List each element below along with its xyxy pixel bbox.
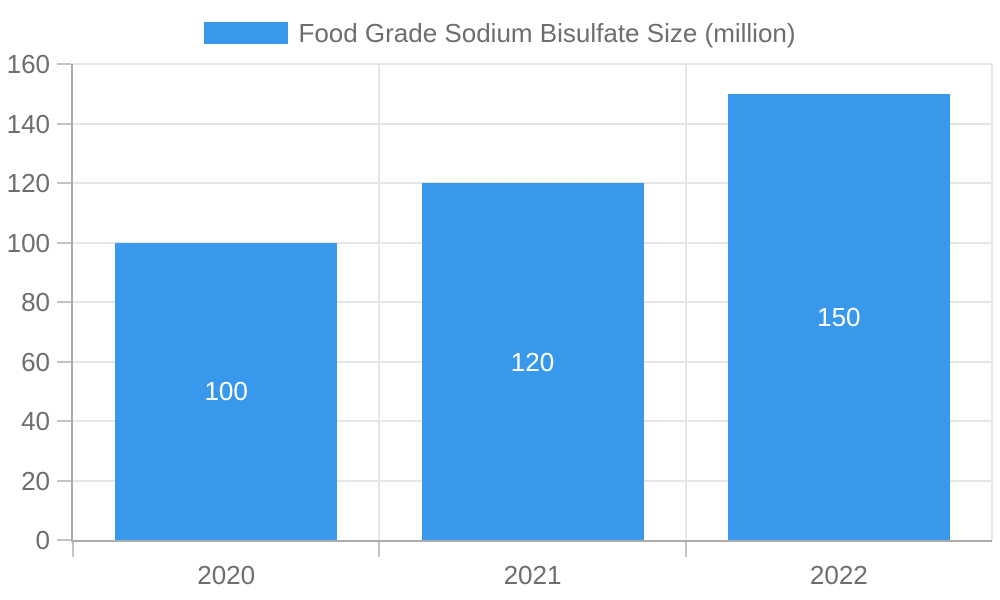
legend[interactable]: Food Grade Sodium Bisulfate Size (millio…: [0, 18, 1000, 48]
y-axis-label: 40: [21, 406, 50, 436]
y-axis-line: [71, 64, 73, 540]
gridline-vertical: [684, 64, 687, 540]
y-axis-label: 140: [6, 108, 50, 139]
y-axis-tick: [57, 301, 71, 303]
y-axis-label: 0: [35, 525, 50, 555]
gridline-horizontal: [73, 63, 992, 65]
y-axis-tick: [57, 122, 71, 125]
gridline-vertical: [378, 64, 381, 540]
bar-2020[interactable]: 100: [115, 242, 338, 540]
y-axis-label: 20: [21, 465, 50, 496]
y-axis-tick: [57, 479, 71, 482]
y-axis-label: 120: [6, 168, 50, 198]
y-axis-label: 100: [6, 227, 50, 258]
legend-color-swatch: [204, 22, 289, 44]
y-axis-tick: [57, 420, 71, 422]
x-axis-label: 2022: [809, 560, 868, 590]
x-axis-tick: [684, 542, 687, 557]
x-axis-tick: [378, 542, 381, 557]
bar-2021[interactable]: 120: [421, 183, 644, 540]
y-axis-label: 80: [21, 287, 50, 317]
x-axis-label: 2021: [503, 560, 562, 590]
y-axis-tick: [57, 63, 71, 65]
y-axis-tick: [57, 539, 71, 541]
y-axis-tick: [57, 182, 71, 184]
plot-area: 0 20 40 60 80 100 120 140 160 2020 100 2021 120 2022 1…: [7, 49, 993, 590]
y-axis-tick: [57, 241, 71, 244]
gridline-horizontal: [73, 122, 992, 125]
bar-2022[interactable]: 150: [727, 93, 950, 540]
gridline-vertical: [991, 64, 993, 540]
x-axis-label: 2020: [197, 560, 256, 590]
legend-series-label: Food Grade Sodium Bisulfate Size (millio…: [298, 18, 796, 48]
y-axis-label: 160: [6, 49, 50, 79]
bar-value-label: 120: [510, 346, 555, 377]
x-axis-tick: [72, 542, 74, 557]
x-axis-line: [71, 540, 992, 542]
bar-value-label: 100: [204, 376, 248, 407]
y-axis-label: 60: [21, 346, 50, 377]
y-axis-tick: [57, 360, 71, 363]
bar-value-label: 150: [817, 301, 861, 332]
